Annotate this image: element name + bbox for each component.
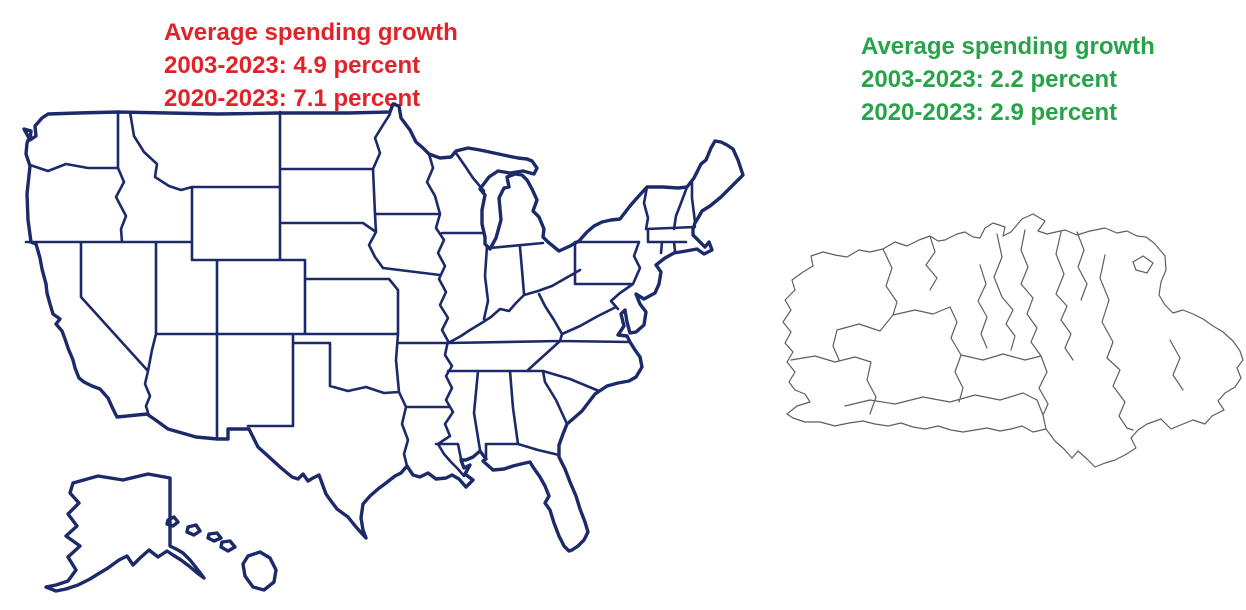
us-map [22,102,745,593]
us-annotation-line-2003-2023: 2003-2023: 4.9 percent [164,52,421,79]
switzerland-annotation-title: Average spending growth [861,33,1155,60]
alaska-outline-path [44,472,206,593]
us-contiguous-outline-path [22,102,745,553]
us-annotation-line-2020-2023: 2020-2023: 7.1 percent [164,85,421,112]
switzerland-annotation-line-2003-2023: 2003-2023: 2.2 percent [861,66,1118,93]
us-spending-annotation: Average spending growth 2003-2023: 4.9 p… [164,16,458,115]
switzerland-canton-borders-path [790,229,1184,431]
us-state-borders-path [24,110,697,478]
hawaii-islands-path [165,515,278,592]
us-annotation-title: Average spending growth [164,19,458,46]
switzerland-spending-annotation: Average spending growth 2003-2023: 2.2 p… [861,30,1155,129]
switzerland-annotation-line-2020-2023: 2020-2023: 2.9 percent [861,99,1118,126]
switzerland-map [782,213,1244,468]
switzerland-outline-path [782,213,1244,468]
